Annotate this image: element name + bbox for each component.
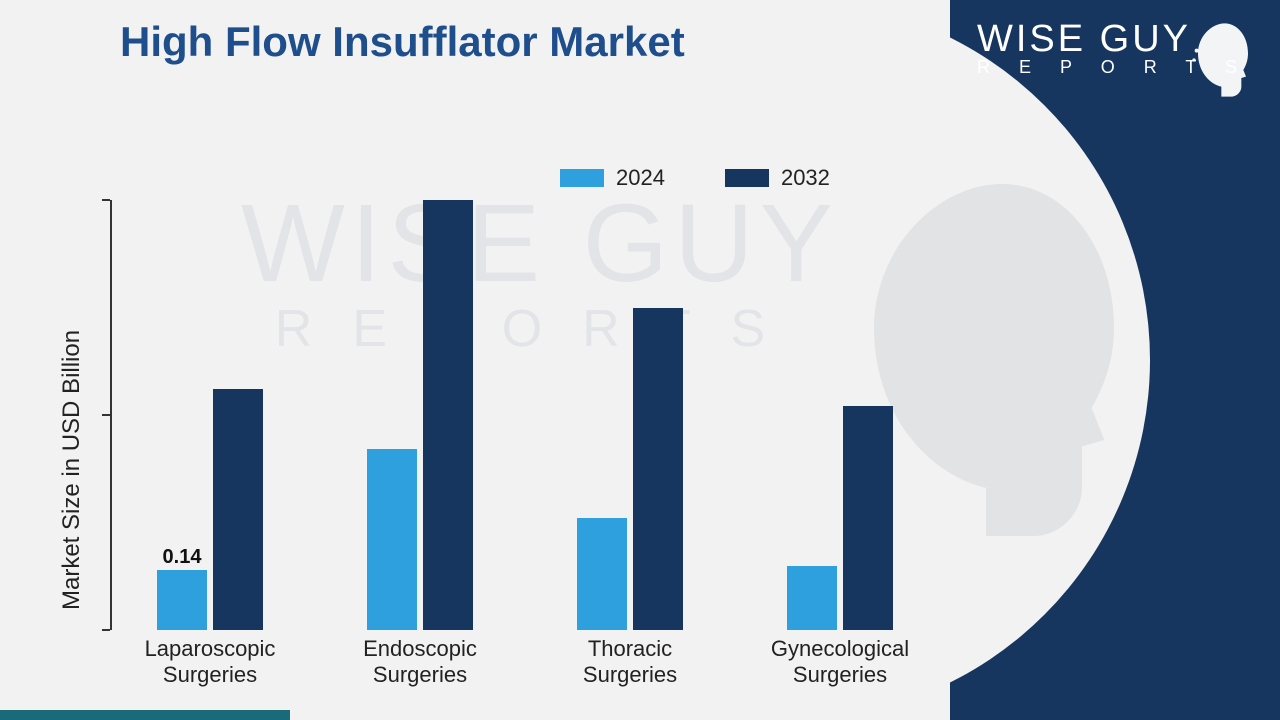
bar — [843, 406, 893, 630]
bar-value-label: 0.14 — [157, 546, 207, 569]
legend-swatch — [560, 169, 604, 187]
category-label: ThoracicSurgeries — [530, 636, 730, 688]
bar — [367, 449, 417, 630]
legend-swatch — [725, 169, 769, 187]
bar: 0.14 — [157, 570, 207, 630]
y-tick — [102, 199, 110, 201]
bottom-accent-strip — [0, 710, 290, 720]
bar — [577, 518, 627, 630]
legend-label: 2032 — [781, 165, 830, 191]
y-axis-label: Market Size in USD Billion — [58, 330, 86, 610]
category-label: EndoscopicSurgeries — [320, 636, 520, 688]
category-label: GynecologicalSurgeries — [740, 636, 940, 688]
canvas: WISE GUY REPORTS High Flow Insufflator M… — [0, 0, 1280, 720]
legend: 2024 2032 — [560, 165, 830, 191]
bar — [787, 566, 837, 631]
bar — [213, 389, 263, 630]
legend-item: 2024 — [560, 165, 665, 191]
chart-title: High Flow Insufflator Market — [120, 18, 685, 66]
legend-item: 2032 — [725, 165, 830, 191]
category-label: LaparoscopicSurgeries — [110, 636, 310, 688]
logo-head-icon — [1178, 20, 1258, 100]
brand-logo: WISE GUY R E P O R T S — [977, 18, 1252, 78]
y-tick — [102, 414, 110, 416]
legend-label: 2024 — [616, 165, 665, 191]
bar — [633, 308, 683, 631]
chart-plot-area: 0.14 — [110, 200, 960, 630]
y-tick — [102, 629, 110, 631]
bar — [423, 200, 473, 630]
